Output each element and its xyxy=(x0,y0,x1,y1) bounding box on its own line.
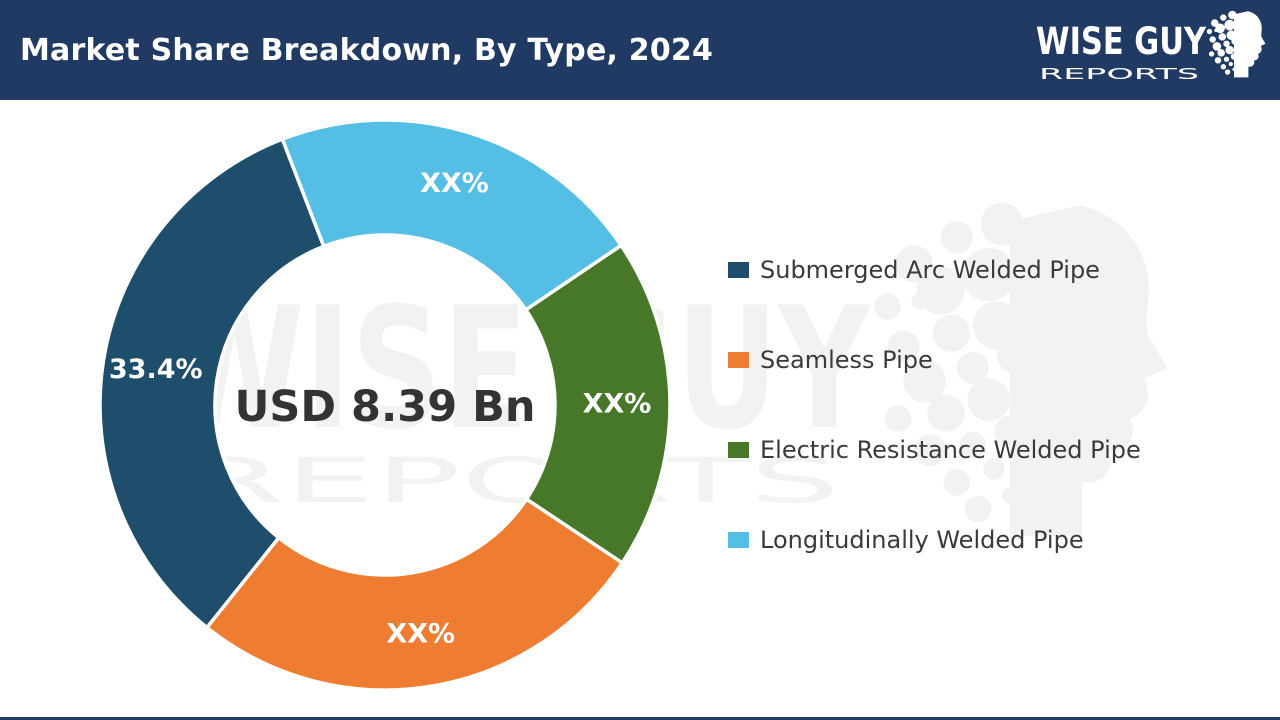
legend-item: Seamless Pipe xyxy=(728,345,1141,375)
slice-percentage-label: XX% xyxy=(583,389,652,420)
legend-label: Electric Resistance Welded Pipe xyxy=(760,436,1141,464)
logo-subtext: REPORTS xyxy=(1039,65,1199,83)
watermark-wordmark: WISE GUY xyxy=(165,271,872,467)
legend-item: Longitudinally Welded Pipe xyxy=(728,525,1141,555)
legend-swatch xyxy=(728,442,749,458)
slice-percentage-label: XX% xyxy=(420,168,489,199)
logo-face-icon xyxy=(1206,10,1266,78)
legend-label: Seamless Pipe xyxy=(760,346,933,374)
legend-label: Longitudinally Welded Pipe xyxy=(760,526,1084,554)
page-title: Market Share Breakdown, By Type, 2024 xyxy=(20,32,714,68)
legend-swatch xyxy=(728,262,749,278)
legend-item: Submerged Arc Welded Pipe xyxy=(728,255,1141,285)
chart-area: WISE GUY REPORTS 33.4% XX% XX% XX% USD 8.39… xyxy=(0,100,1280,717)
donut-chart: 33.4% XX% XX% XX% USD 8.39 Bn xyxy=(98,118,672,692)
legend: Submerged Arc Welded Pipe Seamless Pipe El… xyxy=(728,255,1141,615)
logo-wordmark: WISE GUY xyxy=(1036,20,1207,63)
slice-percentage-label: 33.4% xyxy=(109,354,203,385)
legend-item: Electric Resistance Welded Pipe xyxy=(728,435,1141,465)
center-value: USD 8.39 Bn xyxy=(235,382,536,432)
legend-label: Submerged Arc Welded Pipe xyxy=(760,256,1100,284)
donut-segment-longitudinally-welded-pipe xyxy=(280,118,623,312)
header-bar: Market Share Breakdown, By Type, 2024 WI… xyxy=(0,0,1280,100)
donut-segment-electric-resistance-welded-pipe xyxy=(524,243,672,565)
donut-segment-submerged-arc-welded-pipe xyxy=(98,137,326,630)
donut-segment-seamless-pipe xyxy=(205,497,625,692)
legend-swatch xyxy=(728,352,749,368)
wiseguy-logo: WISE GUY REPORTS xyxy=(1022,4,1270,96)
slice-percentage-label: XX% xyxy=(386,619,455,650)
footer-bar xyxy=(0,717,1280,720)
legend-swatch xyxy=(728,532,749,548)
